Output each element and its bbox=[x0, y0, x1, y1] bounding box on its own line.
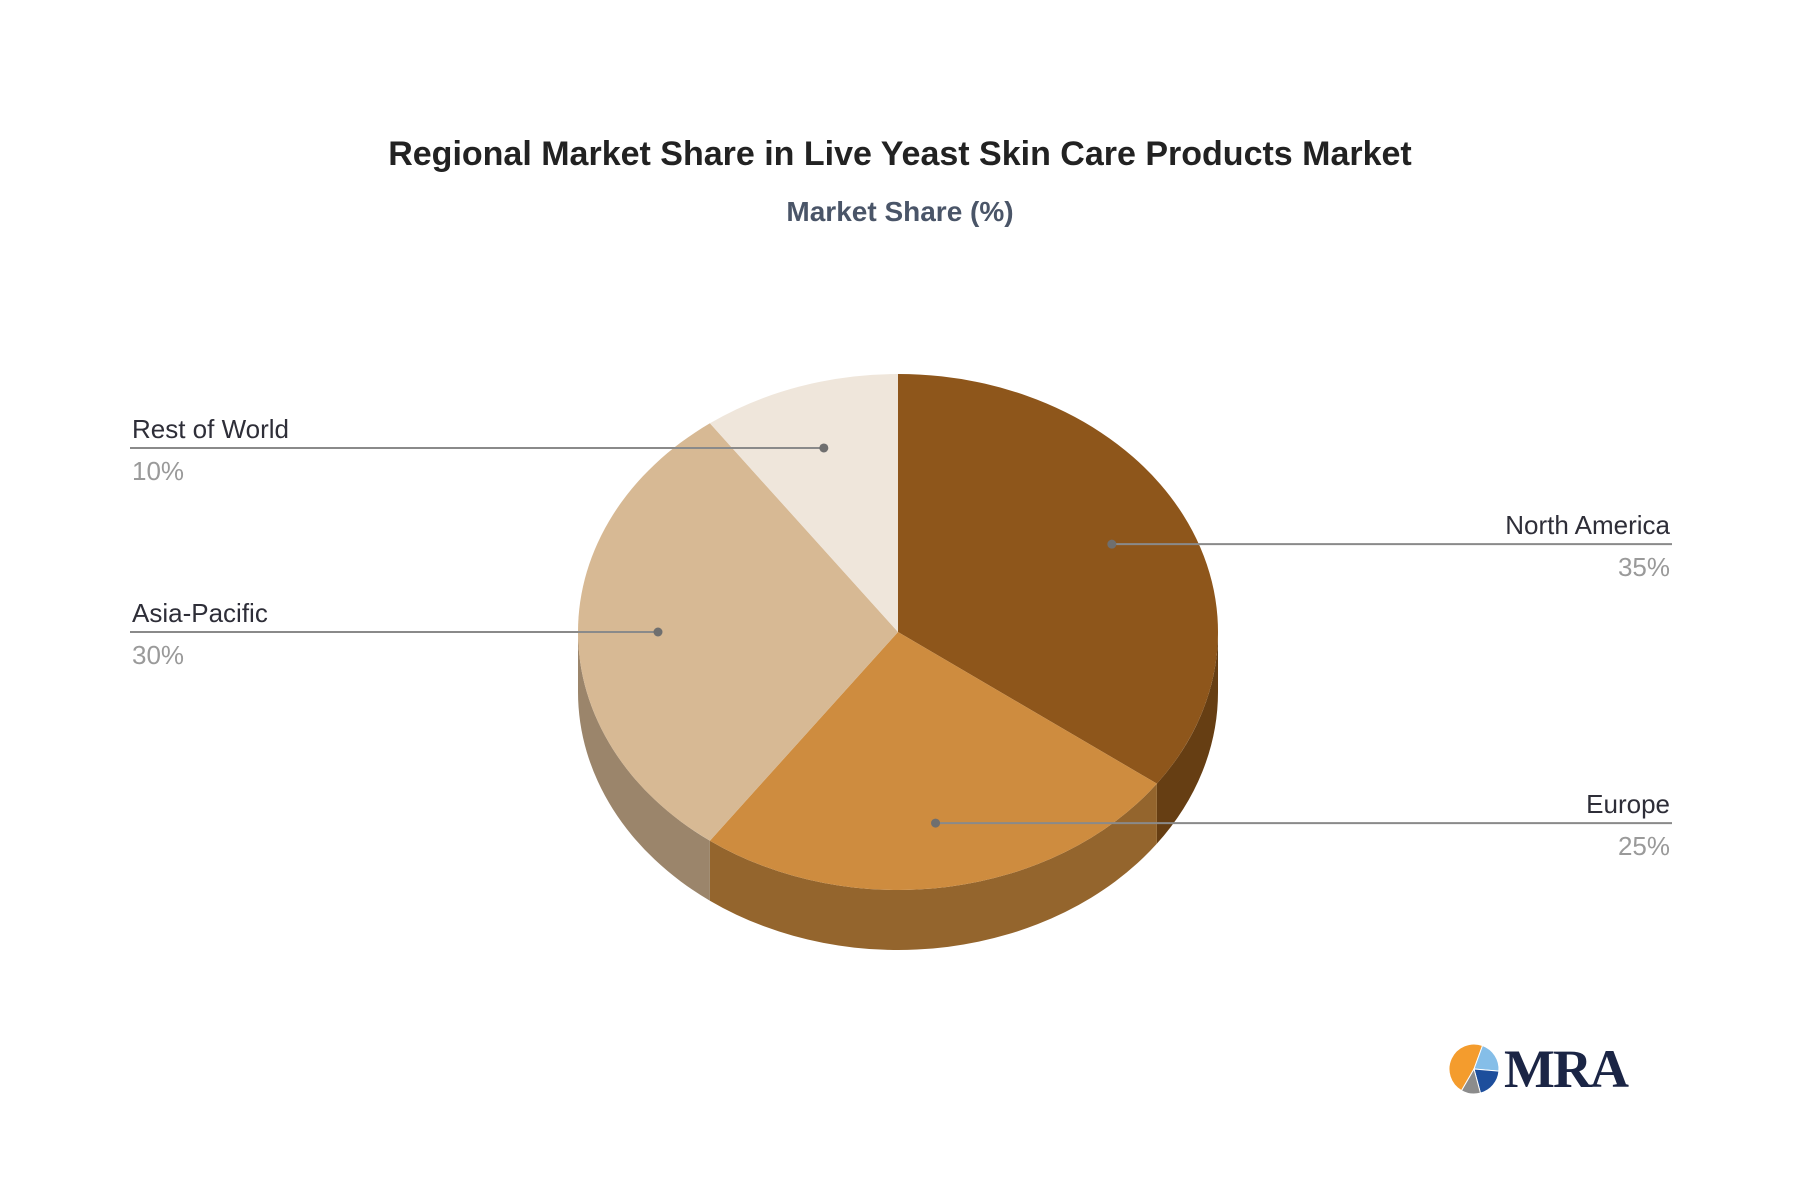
slice-label-name: Asia-Pacific bbox=[132, 598, 268, 628]
brand-logo: MRA bbox=[1448, 1039, 1629, 1099]
connector-dot-asia-pacific bbox=[653, 627, 663, 637]
brand-logo-text: MRA bbox=[1504, 1039, 1629, 1099]
slice-label-name: North America bbox=[1505, 510, 1670, 541]
slice-label-percent: 25% bbox=[1617, 831, 1670, 862]
logo-wedge-0 bbox=[1448, 1043, 1484, 1092]
slice-label-europe: Europe 25% bbox=[1586, 791, 1670, 859]
slice-label-north-america: North America 35% bbox=[1505, 512, 1670, 580]
slice-label-percent: 30% bbox=[132, 640, 185, 670]
pie-slice-wall-asia-pacific bbox=[578, 632, 710, 901]
connector-dot-rest-of-world bbox=[819, 443, 829, 453]
pie-slice-asia-pacific[interactable] bbox=[577, 423, 898, 841]
connector-dot-europe bbox=[931, 818, 941, 828]
pie-slice-europe[interactable] bbox=[709, 632, 1157, 891]
slice-label-name: Rest of World bbox=[132, 413, 290, 444]
slice-label-asia-pacific: Asia-Pacific 30% bbox=[132, 600, 268, 668]
connector-dot-north-america bbox=[1107, 539, 1117, 549]
pie-slice-north-america[interactable] bbox=[898, 374, 1219, 784]
logo-wedge-3 bbox=[1460, 1067, 1482, 1095]
pie-slice-wall-north-america bbox=[1156, 632, 1218, 844]
slice-label-percent: 35% bbox=[1617, 552, 1670, 583]
pie-slice-wall-europe bbox=[709, 783, 1157, 951]
chart-subtitle: Market Share (%) bbox=[786, 196, 1014, 227]
slice-label-percent: 10% bbox=[132, 455, 185, 486]
slice-label-rest-of-world: Rest of World 10% bbox=[132, 416, 289, 484]
brand-logo-pie-icon bbox=[1448, 1043, 1500, 1095]
pie-slice-rest-of-world[interactable] bbox=[709, 374, 898, 632]
chart-title: Regional Market Share in Live Yeast Skin… bbox=[388, 135, 1412, 173]
slice-label-name: Europe bbox=[1586, 789, 1670, 820]
